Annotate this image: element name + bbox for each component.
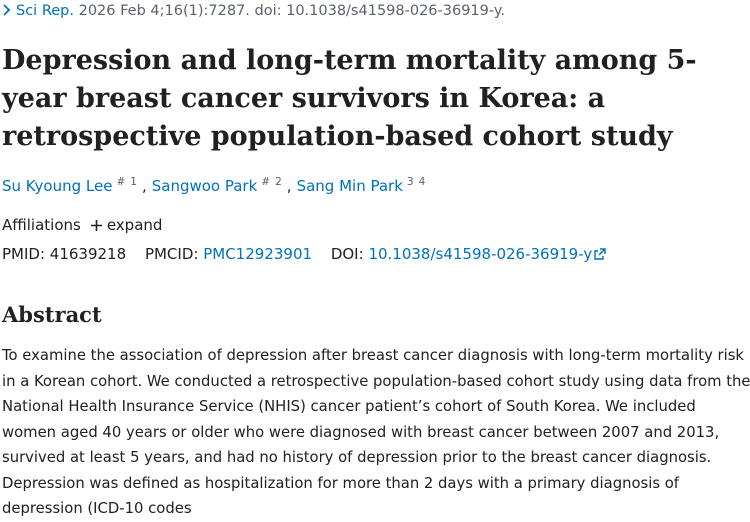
pmid-label: PMID: bbox=[2, 245, 46, 263]
pmcid-label: PMCID: bbox=[144, 245, 199, 263]
pmid-value: 41639218 bbox=[49, 245, 127, 263]
affiliation-mark: 3 bbox=[406, 176, 414, 188]
author-separator: , bbox=[286, 177, 292, 195]
author-affiliation-marks: #2 bbox=[261, 176, 287, 188]
expand-label: expand bbox=[106, 216, 163, 234]
author-separator: , bbox=[141, 177, 147, 195]
affiliation-mark: 4 bbox=[418, 176, 426, 188]
affiliation-mark: 2 bbox=[275, 176, 282, 188]
doi-value: 10.1038/s41598-026-36919-y bbox=[368, 245, 593, 263]
affiliation-mark: # bbox=[261, 176, 271, 188]
author-link[interactable]: Su Kyoung Lee bbox=[2, 177, 113, 195]
author-affiliation-marks: #1 bbox=[116, 176, 142, 188]
identifiers: PMID: 41639218 PMCID: PMC12923901 DOI: 1… bbox=[2, 245, 620, 263]
external-link-icon bbox=[594, 248, 606, 260]
pmcid-link[interactable]: PMC12923901 bbox=[203, 245, 313, 263]
doi-link[interactable]: 10.1038/s41598-026-36919-y bbox=[368, 245, 606, 263]
expand-toggle[interactable]: expand bbox=[90, 216, 163, 234]
abstract-heading: Abstract bbox=[2, 302, 102, 327]
authors: Su Kyoung Lee #1, Sangwoo Park #2, Sang Min … bbox=[2, 176, 430, 195]
citation: Sci Rep. 2026 Feb 4;16(1):7287. doi: 10.… bbox=[2, 3, 505, 19]
affiliation-mark: # bbox=[116, 176, 126, 188]
affiliations: Affiliations expand bbox=[2, 216, 162, 234]
doi-label: DOI: bbox=[330, 245, 364, 263]
author-link[interactable]: Sang Min Park bbox=[296, 177, 403, 195]
page: Sci Rep. 2026 Feb 4;16(1):7287. doi: 10.… bbox=[2, 3, 750, 517]
chevron-icon bbox=[3, 4, 11, 16]
abstract-text: To examine the association of depression… bbox=[2, 347, 750, 517]
citation-details: 2026 Feb 4;16(1):7287. doi: 10.1038/s415… bbox=[78, 3, 505, 19]
plus-icon bbox=[90, 220, 102, 231]
affiliation-mark: 1 bbox=[130, 176, 137, 188]
article-title: Depression and long-term mortality among… bbox=[2, 45, 697, 152]
affiliations-label: Affiliations bbox=[2, 216, 81, 234]
author-link[interactable]: Sangwoo Park bbox=[151, 177, 258, 195]
journal-link[interactable]: Sci Rep. bbox=[16, 3, 74, 19]
